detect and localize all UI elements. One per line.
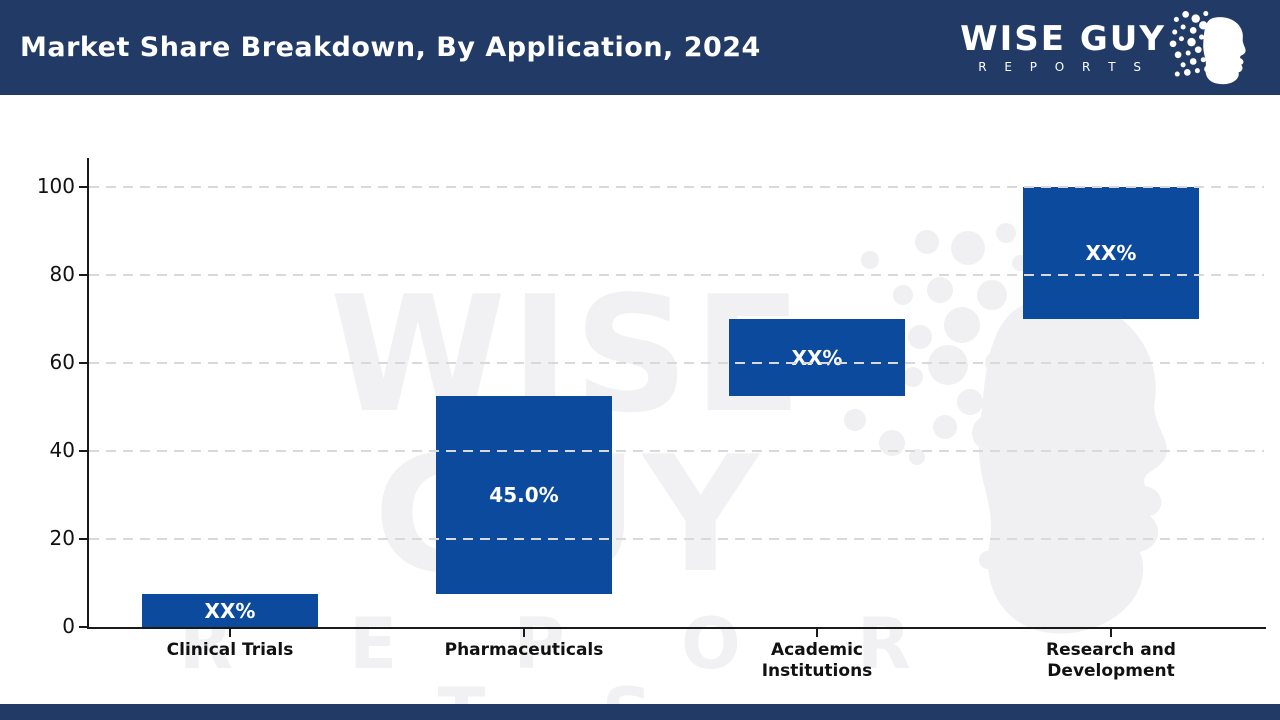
x-tick-3 [1110, 629, 1112, 637]
y-tick-60 [79, 362, 87, 364]
y-tick-label-60: 60 [49, 350, 75, 374]
bar-clinical-trials: XX% [142, 594, 318, 627]
y-tick-100 [79, 186, 87, 188]
y-axis [87, 158, 89, 629]
gridline-20 [89, 538, 1264, 540]
x-tick-2 [816, 629, 818, 637]
bar-value-label: 45.0% [489, 483, 559, 507]
bar-research-and-development: XX% [1023, 187, 1199, 319]
y-tick-label-0: 0 [62, 614, 75, 638]
brand-logo: WISE GUY R E P O R T S [960, 8, 1252, 88]
y-tick-label-40: 40 [49, 438, 75, 462]
y-tick-0 [79, 626, 87, 628]
x-category-label: Pharmaceuticals [444, 640, 604, 660]
y-tick-label-100: 100 [36, 174, 75, 198]
gridline-60 [89, 362, 1264, 364]
y-tick-20 [79, 538, 87, 540]
x-tick-1 [523, 629, 525, 637]
x-axis [87, 627, 1266, 629]
y-tick-label-20: 20 [49, 526, 75, 550]
bar-pharmaceuticals: 45.0% [436, 396, 612, 594]
x-category-label: Academic Institutions [761, 640, 873, 682]
footer-band [0, 704, 1280, 720]
y-tick-40 [79, 450, 87, 452]
y-tick-label-80: 80 [49, 262, 75, 286]
gridline-100 [89, 186, 1264, 188]
header-band: Market Share Breakdown, By Application, … [0, 0, 1280, 95]
y-tick-80 [79, 274, 87, 276]
gridline-80 [89, 274, 1264, 276]
bar-academic-institutions: XX% [729, 319, 905, 396]
gridline-40 [89, 450, 1264, 452]
watermark-face-dots-graphic [844, 223, 1168, 634]
bar-value-label: XX% [791, 345, 843, 370]
chart-title: Market Share Breakdown, By Application, … [20, 32, 761, 63]
bar-value-label: XX% [1085, 241, 1137, 265]
x-category-label: Research and Development [1046, 640, 1176, 682]
brand-subname: R E P O R T S [978, 60, 1148, 74]
brand-wordmark: WISE GUY R E P O R T S [960, 22, 1166, 73]
bar-value-label: XX% [204, 598, 256, 623]
x-category-label: Clinical Trials [166, 640, 294, 660]
x-tick-0 [229, 629, 231, 637]
brand-name: WISE GUY [960, 19, 1166, 59]
brand-face-icon [1169, 10, 1246, 84]
